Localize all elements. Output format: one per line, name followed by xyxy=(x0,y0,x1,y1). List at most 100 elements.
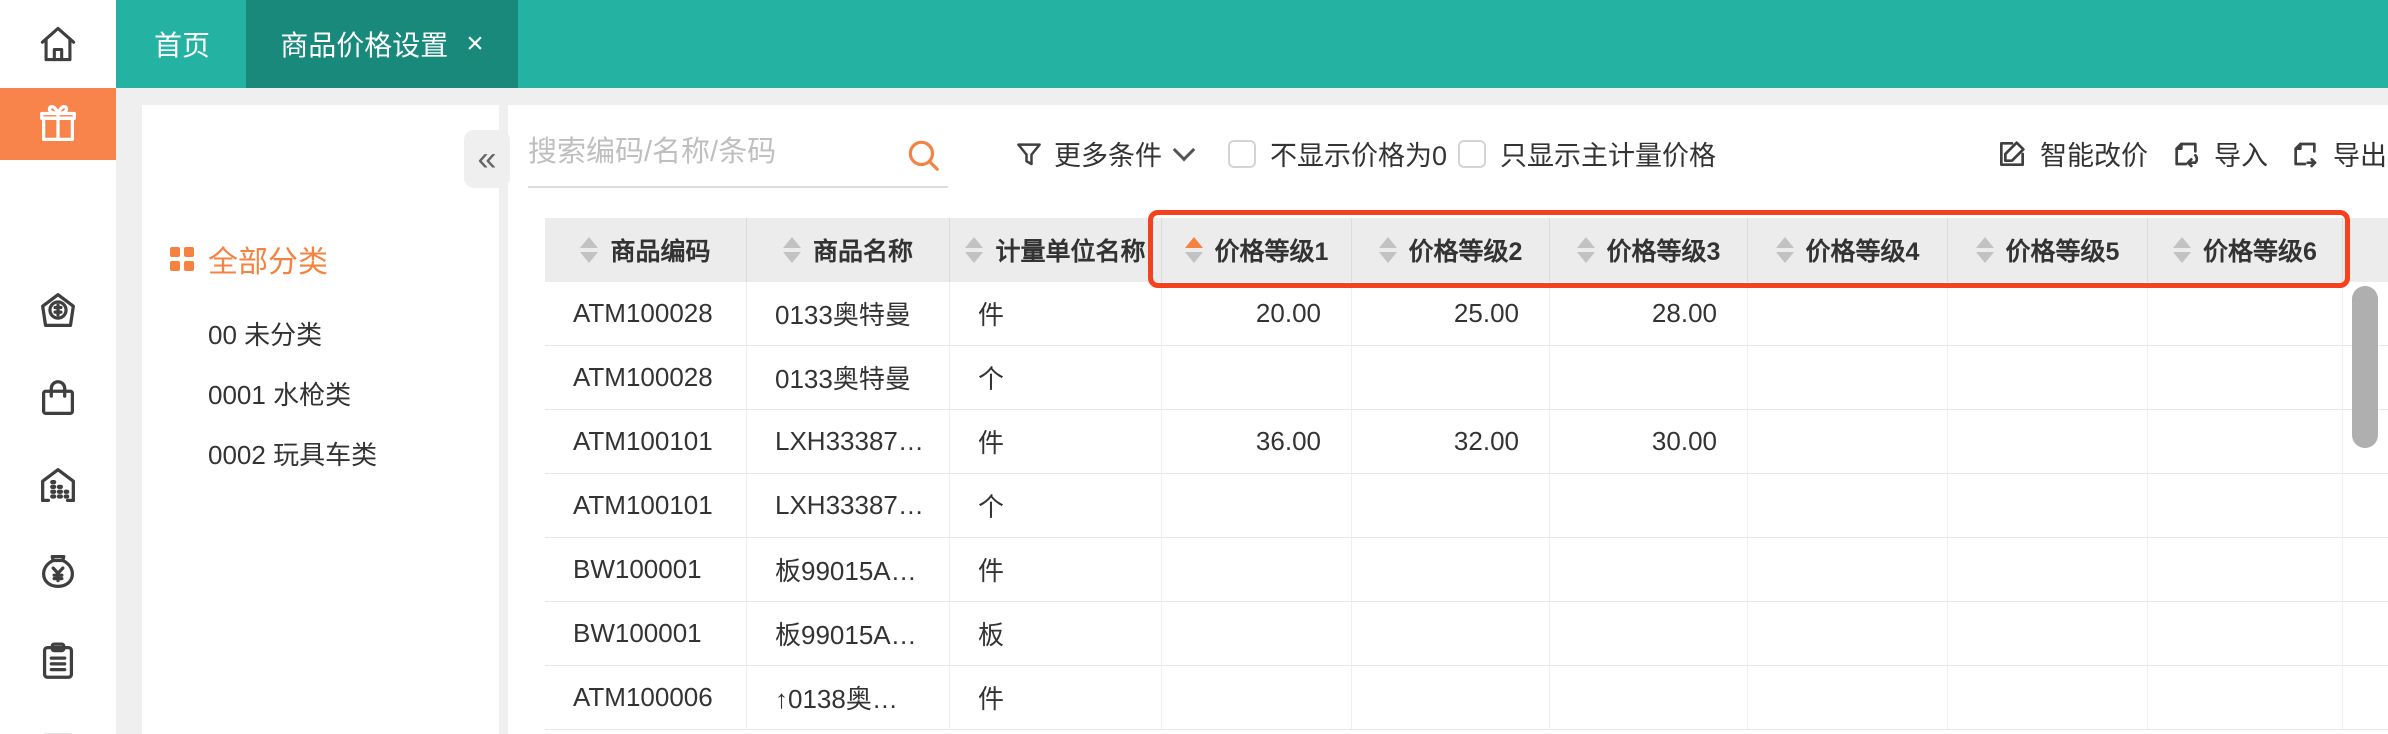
cell-price-level-3[interactable]: 30.00 xyxy=(1550,410,1748,473)
cell-unit-name[interactable]: 板 xyxy=(950,602,1162,665)
cell-product-name[interactable]: LXH33387… xyxy=(747,474,950,537)
hide-zero-price-checkbox-group[interactable]: 不显示价格为0 xyxy=(1228,134,1447,173)
home-button[interactable] xyxy=(0,0,116,88)
rail-item-sales[interactable] xyxy=(0,275,116,347)
cell-price-level-4[interactable] xyxy=(1748,474,1948,537)
cell-product-code[interactable]: ATM100028 xyxy=(545,282,747,345)
rail-item-orders[interactable] xyxy=(0,625,116,697)
cell-price-level-3[interactable] xyxy=(1550,346,1748,409)
search-input[interactable] xyxy=(528,122,948,182)
column-header-6[interactable]: 价格等级3 xyxy=(1550,218,1748,282)
cell-price-level-2[interactable] xyxy=(1352,666,1550,729)
cell-product-code[interactable]: ATM100006 xyxy=(545,666,747,729)
column-header-3[interactable]: 计量单位名称 xyxy=(950,218,1162,282)
cell-product-name[interactable]: ↑0138奥… xyxy=(747,666,950,729)
tab-close-icon[interactable]: × xyxy=(466,27,484,60)
cell-price-level-3[interactable] xyxy=(1550,474,1748,537)
cell-price-level-2[interactable]: 25.00 xyxy=(1352,282,1550,345)
cell-price-level-1[interactable] xyxy=(1162,346,1352,409)
rail-item-finance[interactable] xyxy=(0,535,116,607)
table-row[interactable]: BW100001 板99015A… 板 xyxy=(545,602,2388,666)
more-conditions-button[interactable]: 更多条件 xyxy=(1014,134,1196,173)
cell-unit-name[interactable]: 件 xyxy=(950,666,1162,729)
rail-item-purchase[interactable] xyxy=(0,362,116,434)
cell-price-level-5[interactable] xyxy=(1948,410,2148,473)
cell-price-level-2[interactable] xyxy=(1352,602,1550,665)
cell-price-level-4[interactable] xyxy=(1748,602,1948,665)
table-row[interactable]: BW100001 板99015A… 件 xyxy=(545,538,2388,602)
cell-price-level-6[interactable] xyxy=(2148,410,2343,473)
cell-price-level-5[interactable] xyxy=(1948,346,2148,409)
column-header-2[interactable]: 商品名称 xyxy=(747,218,950,282)
cell-price-level-6[interactable] xyxy=(2148,474,2343,537)
table-row[interactable]: ATM100006 ↑0138奥… 件 xyxy=(545,666,2388,730)
search-icon[interactable] xyxy=(904,136,942,174)
cell-price-level-5[interactable] xyxy=(1948,474,2148,537)
cell-price-level-6[interactable] xyxy=(2148,346,2343,409)
column-header-5[interactable]: 价格等级2 xyxy=(1352,218,1550,282)
cell-price-level-4[interactable] xyxy=(1748,538,1948,601)
column-header-1[interactable]: 商品编码 xyxy=(545,218,747,282)
cell-product-name[interactable]: LXH33387… xyxy=(747,410,950,473)
rail-item-warehouse[interactable] xyxy=(0,449,116,521)
cell-product-code[interactable]: ATM100028 xyxy=(545,346,747,409)
column-header-9[interactable]: 价格等级6 xyxy=(2148,218,2343,282)
tab-product-price-settings[interactable]: 商品价格设置 × xyxy=(246,0,518,88)
cell-product-name[interactable]: 板99015A… xyxy=(747,538,950,601)
rail-item-contacts[interactable] xyxy=(0,712,116,734)
only-main-unit-checkbox[interactable] xyxy=(1458,139,1486,168)
cell-price-level-3[interactable] xyxy=(1550,602,1748,665)
cell-price-level-4[interactable] xyxy=(1748,666,1948,729)
cell-unit-name[interactable]: 个 xyxy=(950,346,1162,409)
category-item[interactable]: 00 未分类 xyxy=(208,320,323,350)
category-item[interactable]: 0002 玩具车类 xyxy=(208,440,378,470)
table-row[interactable]: ATM100101 LXH33387… 件 36.00 32.00 30.00 xyxy=(545,410,2388,474)
cell-product-name[interactable]: 0133奥特曼 xyxy=(747,346,950,409)
cell-price-level-4[interactable] xyxy=(1748,346,1948,409)
cell-product-name[interactable]: 板99015A… xyxy=(747,602,950,665)
export-button[interactable]: 导出 xyxy=(2289,134,2387,173)
hide-zero-price-checkbox[interactable] xyxy=(1228,139,1256,168)
table-row[interactable]: ATM100028 0133奥特曼件 20.00 25.00 28.00 xyxy=(545,282,2388,346)
cell-product-code[interactable]: BW100001 xyxy=(545,538,747,601)
cell-price-level-5[interactable] xyxy=(1948,282,2148,345)
cell-price-level-5[interactable] xyxy=(1948,602,2148,665)
rail-item-goods[interactable] xyxy=(0,88,116,160)
cell-price-level-1[interactable]: 36.00 xyxy=(1162,410,1352,473)
cell-unit-name[interactable]: 件 xyxy=(950,538,1162,601)
vertical-scrollbar-thumb[interactable] xyxy=(2352,286,2378,448)
cell-price-level-1[interactable]: 20.00 xyxy=(1162,282,1352,345)
cell-unit-name[interactable]: 件 xyxy=(950,282,1162,345)
cell-price-level-4[interactable] xyxy=(1748,282,1948,345)
cell-price-level-2[interactable]: 32.00 xyxy=(1352,410,1550,473)
cell-price-level-5[interactable] xyxy=(1948,666,2148,729)
cell-product-code[interactable]: ATM100101 xyxy=(545,410,747,473)
table-row[interactable]: ATM100028 0133奥特曼个 xyxy=(545,346,2388,410)
cell-price-level-3[interactable]: 28.00 xyxy=(1550,282,1748,345)
collapse-panel-button[interactable]: « xyxy=(464,130,510,188)
cell-price-level-2[interactable] xyxy=(1352,474,1550,537)
cell-price-level-1[interactable] xyxy=(1162,474,1352,537)
cell-price-level-1[interactable] xyxy=(1162,602,1352,665)
cell-unit-name[interactable]: 件 xyxy=(950,410,1162,473)
cell-product-code[interactable]: BW100001 xyxy=(545,602,747,665)
cell-unit-name[interactable]: 个 xyxy=(950,474,1162,537)
tab-home[interactable]: 首页 xyxy=(118,0,246,88)
only-main-unit-checkbox-group[interactable]: 只显示主计量价格 xyxy=(1458,134,1716,173)
cell-product-code[interactable]: ATM100101 xyxy=(545,474,747,537)
column-header-4[interactable]: 价格等级1 xyxy=(1162,218,1352,282)
cell-price-level-3[interactable] xyxy=(1550,666,1748,729)
category-item[interactable]: 0001 水枪类 xyxy=(208,380,352,410)
smart-reprice-button[interactable]: 智能改价 xyxy=(1996,134,2148,173)
cell-price-level-4[interactable] xyxy=(1748,410,1948,473)
cell-price-level-6[interactable] xyxy=(2148,666,2343,729)
cell-price-level-2[interactable] xyxy=(1352,538,1550,601)
cell-price-level-2[interactable] xyxy=(1352,346,1550,409)
cell-price-level-3[interactable] xyxy=(1550,538,1748,601)
cell-price-level-1[interactable] xyxy=(1162,538,1352,601)
cell-price-level-6[interactable] xyxy=(2148,602,2343,665)
cell-price-level-1[interactable] xyxy=(1162,666,1352,729)
cell-price-level-6[interactable] xyxy=(2148,538,2343,601)
table-row[interactable]: ATM100101 LXH33387… 个 xyxy=(545,474,2388,538)
column-header-8[interactable]: 价格等级5 xyxy=(1948,218,2148,282)
